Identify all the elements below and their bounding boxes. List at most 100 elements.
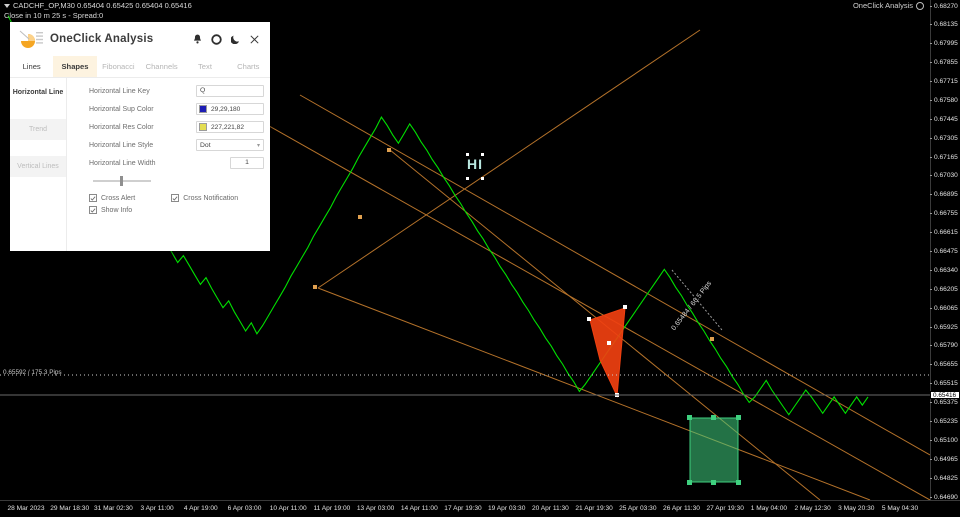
moon-icon[interactable] [230, 34, 241, 45]
price-axis[interactable]: 0.68270 0.68135 0.67995 0.67855 0.67715 0.675… [930, 0, 960, 502]
cross-alert-label: Cross Alert [101, 194, 136, 202]
price-tick: 0.65515 [930, 379, 960, 388]
sup-color-swatch [199, 105, 207, 113]
show-info-checkbox[interactable]: Show Info [89, 206, 132, 214]
price-tick: 0.67445 [930, 115, 960, 124]
text-object-handle[interactable] [466, 153, 469, 156]
pie-chart-list-icon [19, 30, 43, 48]
time-axis[interactable]: 28 Mar 2023 29 Mar 18:30 31 Mar 02:30 3 Apr… [0, 500, 960, 517]
time-tick: 31 Mar 02:30 [93, 505, 133, 512]
label-horizontal-sup-color: Horizontal Sup Color [89, 105, 154, 113]
symbol-quote-line: CADCHF_OP,M30 0.65404 0.65425 0.65404 0.… [13, 1, 192, 10]
time-tick: 17 Apr 19:30 [444, 505, 482, 512]
oneclick-watermark: OneClick Analysis [853, 1, 924, 10]
price-tick: 0.67580 [930, 96, 960, 105]
price-tick: 0.65100 [930, 436, 960, 445]
oneclick-analysis-dialog[interactable]: OneClick Analysis Lines Shapes Fibonacci Ch… [10, 22, 270, 251]
tab-channels[interactable]: Channels [145, 62, 178, 71]
horizontal-sup-color-picker[interactable]: 29,29,180 [196, 103, 264, 115]
bell-icon[interactable] [192, 34, 203, 45]
sidebar-item-trend[interactable]: Trend [10, 119, 66, 140]
horizontal-line-key-input[interactable]: Q [196, 85, 264, 97]
time-tick: 21 Apr 19:30 [575, 505, 613, 512]
close-icon[interactable] [249, 34, 260, 45]
checkbox-check-icon [89, 194, 97, 202]
dialog-side-menu[interactable]: Horizontal Line Trend Vertical Lines [10, 78, 67, 251]
price-tick: 0.66895 [930, 190, 960, 199]
price-tick: 0.64965 [930, 455, 960, 464]
symbol-countdown-line: Close in 10 m 25 s - Spread:0 [4, 10, 104, 20]
price-tick: 0.67715 [930, 77, 960, 86]
price-tick: 0.67995 [930, 39, 960, 48]
price-tick: 0.67030 [930, 171, 960, 180]
cross-notification-checkbox[interactable]: Cross Notification [171, 194, 238, 202]
price-tick: 0.65655 [930, 360, 960, 369]
price-tick: 0.66755 [930, 209, 960, 218]
price-tick: 0.66615 [930, 228, 960, 237]
time-tick: 13 Apr 03:00 [356, 505, 395, 512]
price-tick: 0.64690 [930, 493, 960, 502]
checkbox-row-2: Show Info [89, 206, 264, 214]
checkbox-row-1: Cross Alert Cross Notification [89, 194, 264, 202]
dialog-tabs[interactable]: Lines Shapes Fibonacci Channels Text Charts [10, 56, 270, 78]
current-price-label: 0.65416 [930, 391, 960, 399]
checkbox-check-icon [89, 206, 97, 214]
dialog-titlebar[interactable]: OneClick Analysis [10, 22, 270, 56]
time-tick: 14 Apr 11:00 [400, 505, 438, 512]
price-tick: 0.67855 [930, 58, 960, 67]
symbol-info-header: CADCHF_OP,M30 0.65404 0.65425 0.65404 0.… [0, 0, 196, 21]
label-horizontal-line-width: Horizontal Line Width [89, 159, 156, 167]
show-info-label: Show Info [101, 206, 133, 214]
price-tick: 0.66065 [930, 304, 960, 313]
gear-icon[interactable] [211, 33, 222, 45]
time-tick: 3 May 20:30 [838, 505, 875, 512]
chevron-down-icon[interactable] [4, 3, 10, 8]
line-width-slider[interactable] [93, 176, 151, 186]
trendline-handles [313, 148, 714, 341]
sidebar-item-horizontal-line[interactable]: Horizontal Line [10, 82, 66, 103]
time-tick: 6 Apr 03:00 [227, 505, 262, 512]
dialog-body: Horizontal Line Trend Vertical Lines Horiz… [10, 78, 270, 251]
watermark-label: OneClick Analysis [852, 1, 913, 10]
text-object-handle[interactable] [481, 177, 484, 180]
tab-shapes[interactable]: Shapes [53, 56, 97, 77]
sidebar-item-vertical-lines[interactable]: Vertical Lines [10, 156, 66, 177]
tab-lines[interactable]: Lines [10, 56, 54, 77]
time-tick: 4 Apr 19:00 [183, 505, 218, 512]
field-row-res-color: Horizontal Res Color 227,221,82 [89, 120, 264, 134]
tab-fibonacci[interactable]: Fibonacci [102, 62, 135, 71]
text-object-handle[interactable] [481, 153, 484, 156]
price-tick: 0.66205 [930, 285, 960, 294]
text-object-handle[interactable] [466, 177, 469, 180]
sup-color-value: 29,29,180 [211, 105, 241, 113]
horizontal-line-style-select[interactable]: Dot ▾ [196, 139, 264, 151]
price-tick: 0.65235 [930, 417, 960, 426]
slider-knob[interactable] [120, 176, 123, 186]
text-object-hi[interactable]: HI [467, 156, 483, 172]
time-tick: 27 Apr 19:30 [706, 505, 744, 512]
horizontal-res-color-picker[interactable]: 227,221,82 [196, 121, 264, 133]
time-tick: 11 Apr 19:00 [313, 505, 351, 512]
cross-alert-checkbox[interactable]: Cross Alert [89, 194, 135, 202]
tab-text[interactable]: Text [198, 62, 212, 71]
price-tick: 0.68270 [930, 2, 960, 11]
horizontal-line-width-input[interactable]: 1 [230, 157, 264, 169]
chevron-down-icon: ▾ [256, 142, 260, 149]
time-tick: 29 Mar 18:30 [50, 505, 90, 512]
time-tick: 5 May 04:30 [881, 505, 919, 512]
time-tick: 20 Apr 11:30 [531, 505, 569, 512]
field-row-key: Horizontal Line Key Q [89, 84, 264, 98]
smiley-icon [916, 1, 924, 10]
time-tick: 25 Apr 03:30 [619, 505, 657, 512]
horizontal-line-label: 0.65592 / 175.3 Pips [3, 369, 62, 376]
dialog-title-actions [192, 33, 260, 45]
res-color-swatch [199, 123, 207, 131]
horizontal-line-settings-form: Horizontal Line Key Q Horizontal Sup Col… [67, 78, 270, 251]
tab-charts[interactable]: Charts [237, 62, 260, 71]
time-tick: 3 Apr 11:00 [140, 505, 174, 512]
checkbox-check-icon [171, 194, 180, 202]
res-color-value: 227,221,82 [211, 123, 245, 131]
price-tick: 0.67305 [930, 134, 960, 143]
label-horizontal-line-style: Horizontal Line Style [89, 141, 154, 149]
